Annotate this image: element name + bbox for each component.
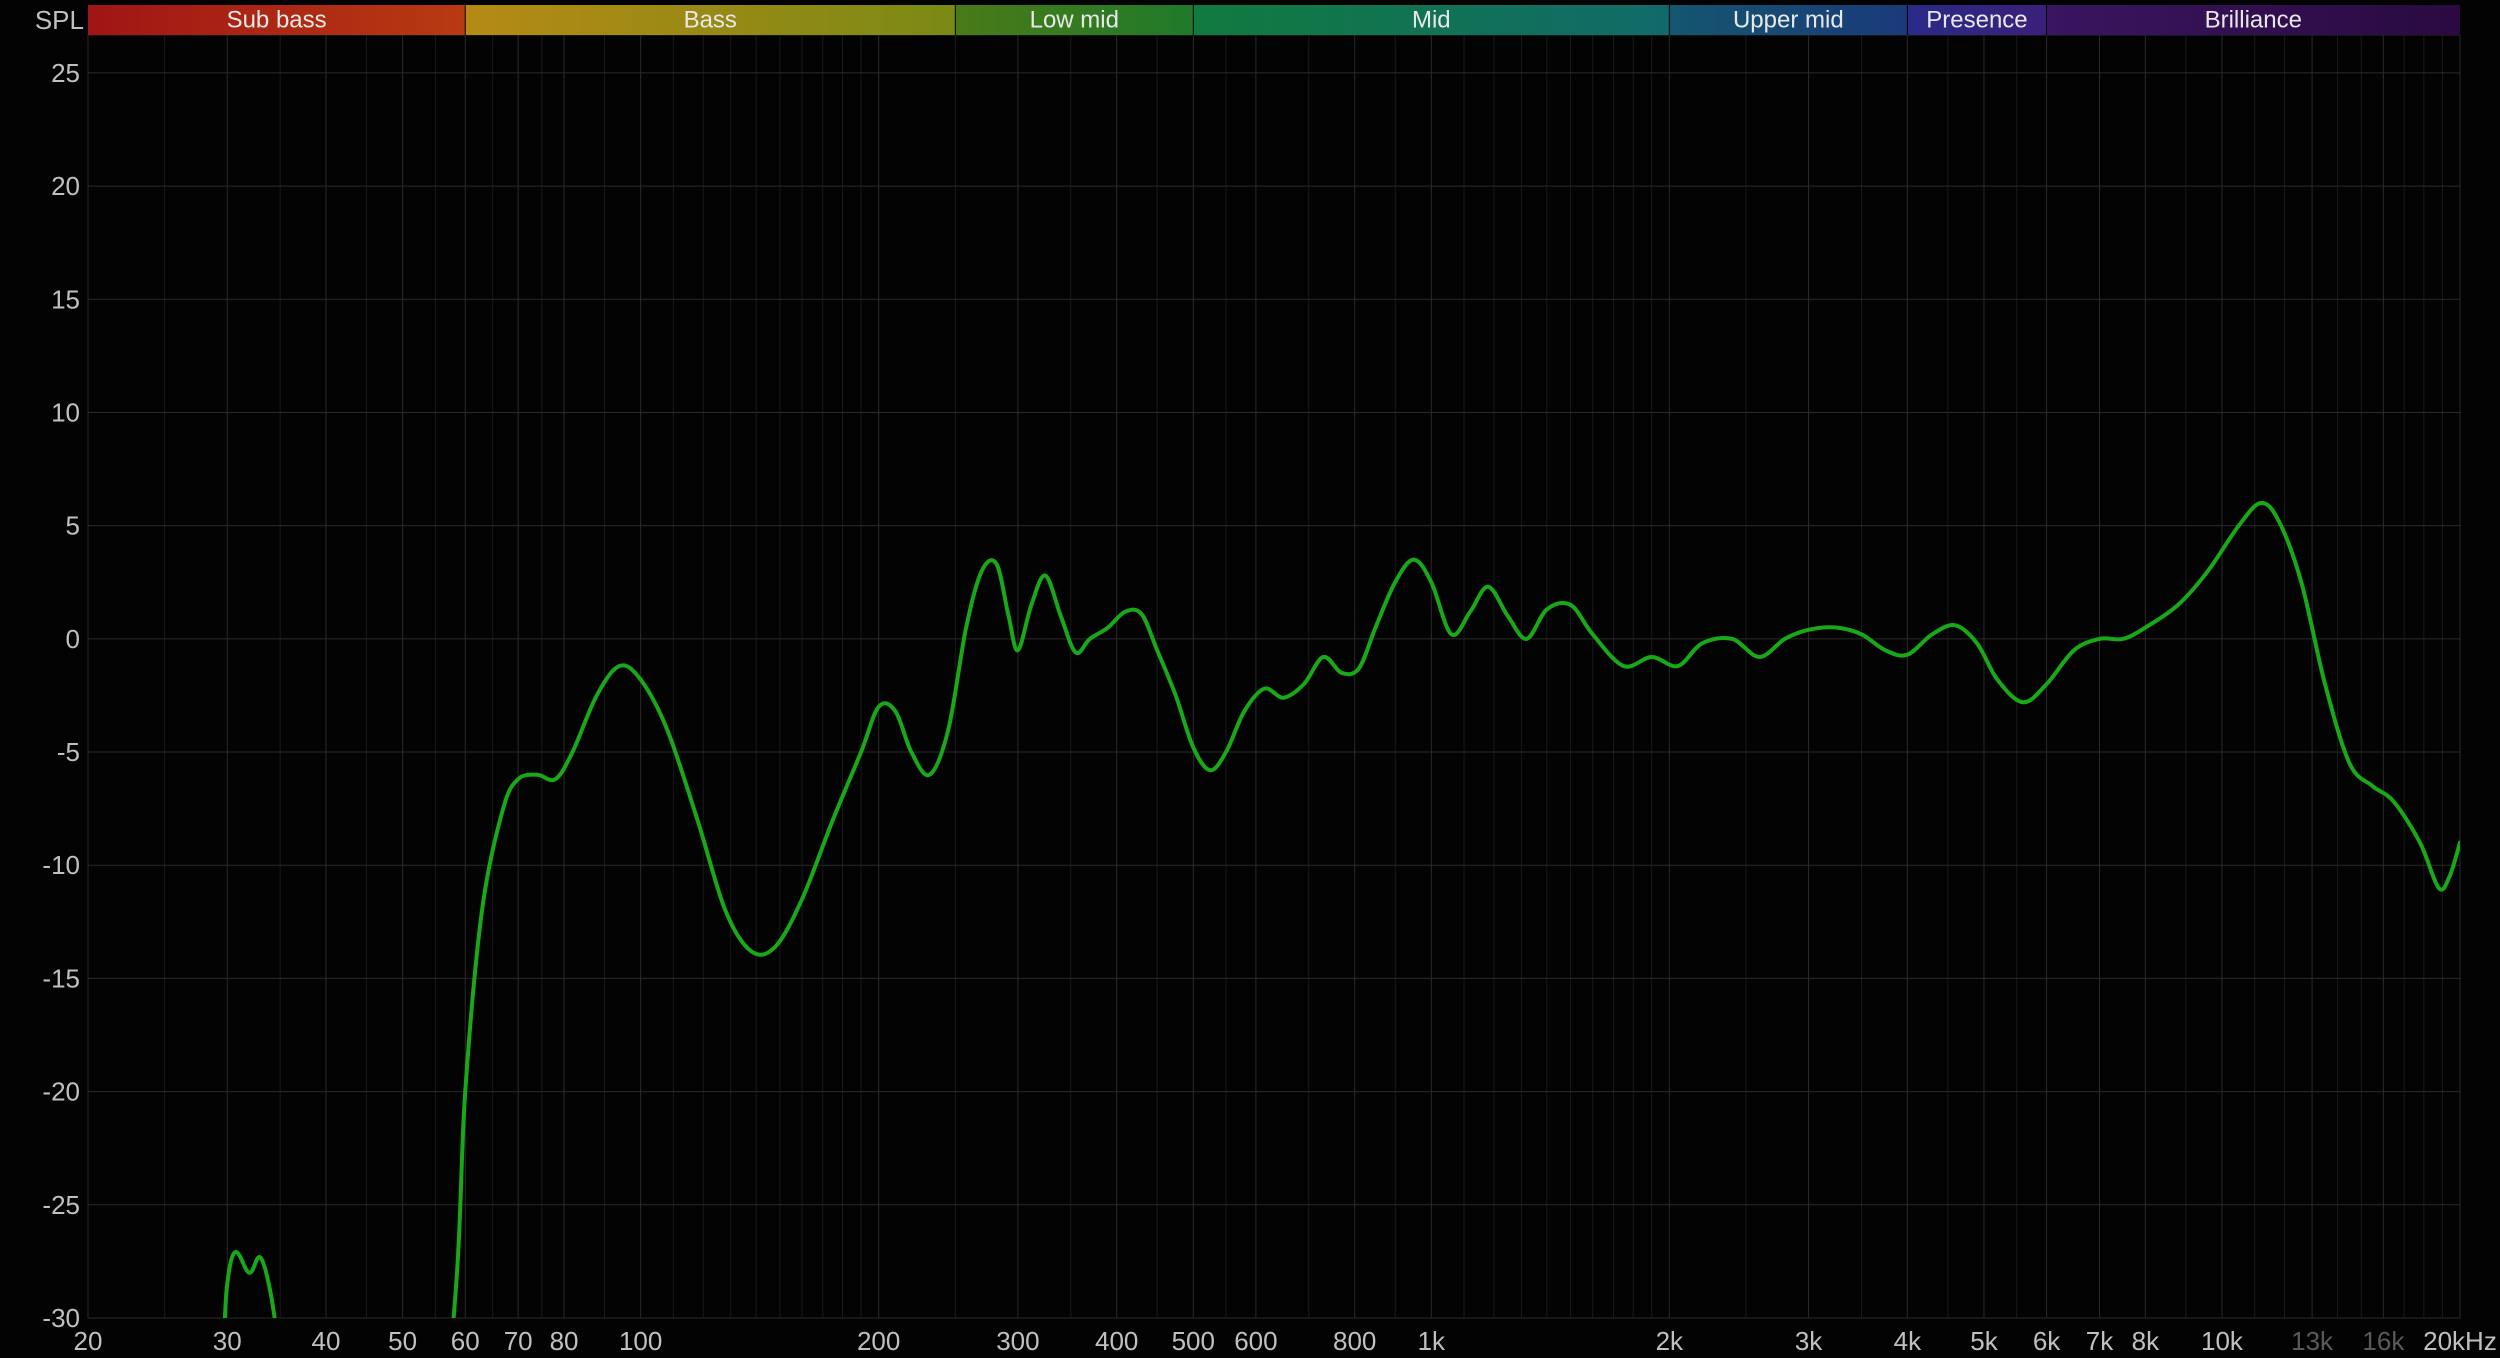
x-tick-label: 4k — [1894, 1326, 1922, 1356]
frequency-bands-header: Sub bass Bass Low mid Mid Upper mid Presence B… — [88, 5, 2460, 35]
band-label: Bass — [684, 6, 737, 33]
x-tick-label: 800 — [1333, 1326, 1376, 1356]
y-tick-label: 15 — [51, 284, 80, 314]
x-tick-label: 20kHz — [2423, 1326, 2497, 1356]
y-tick-label: -5 — [57, 737, 80, 767]
x-tick-label: 500 — [1172, 1326, 1215, 1356]
x-tick-label: 200 — [857, 1326, 900, 1356]
x-tick-label: 7k — [2086, 1326, 2114, 1356]
y-axis-title: SPL — [35, 5, 84, 35]
x-tick-label: 20 — [74, 1326, 103, 1356]
y-tick-label: -25 — [42, 1190, 80, 1220]
x-tick-label: 16k — [2362, 1326, 2405, 1356]
x-tick-label: 300 — [996, 1326, 1039, 1356]
band-label: Presence — [1926, 6, 2027, 33]
chart-background — [0, 0, 2500, 1358]
band-label: Mid — [1412, 6, 1451, 33]
x-tick-label: 30 — [213, 1326, 242, 1356]
x-tick-label: 3k — [1795, 1326, 1823, 1356]
band-label: Upper mid — [1733, 6, 1844, 33]
x-tick-label: 1k — [1418, 1326, 1446, 1356]
y-tick-label: 10 — [51, 397, 80, 427]
y-tick-label: 0 — [66, 624, 80, 654]
x-tick-label: 400 — [1095, 1326, 1138, 1356]
x-tick-label: 100 — [619, 1326, 662, 1356]
x-tick-label: 600 — [1234, 1326, 1277, 1356]
x-tick-label: 50 — [388, 1326, 417, 1356]
y-tick-label: -15 — [42, 963, 80, 993]
x-tick-label: 60 — [451, 1326, 480, 1356]
x-tick-label: 40 — [312, 1326, 341, 1356]
band-label: Sub bass — [227, 6, 327, 33]
x-tick-label: 8k — [2132, 1326, 2160, 1356]
x-tick-label: 2k — [1656, 1326, 1684, 1356]
x-tick-label: 6k — [2033, 1326, 2061, 1356]
x-tick-label: 70 — [504, 1326, 533, 1356]
x-tick-label: 13k — [2291, 1326, 2334, 1356]
y-tick-label: -10 — [42, 850, 80, 880]
frequency-response-chart: Sub bass Bass Low mid Mid Upper mid Presence B… — [0, 0, 2500, 1358]
x-tick-label: 80 — [550, 1326, 579, 1356]
x-tick-label: 5k — [1970, 1326, 1998, 1356]
y-tick-label: 25 — [51, 58, 80, 88]
x-tick-label: 10k — [2201, 1326, 2244, 1356]
band-label: Brilliance — [2205, 6, 2302, 33]
y-tick-label: -20 — [42, 1077, 80, 1107]
band-label: Low mid — [1030, 6, 1119, 33]
y-tick-label: 5 — [66, 511, 80, 541]
y-tick-label: 20 — [51, 171, 80, 201]
